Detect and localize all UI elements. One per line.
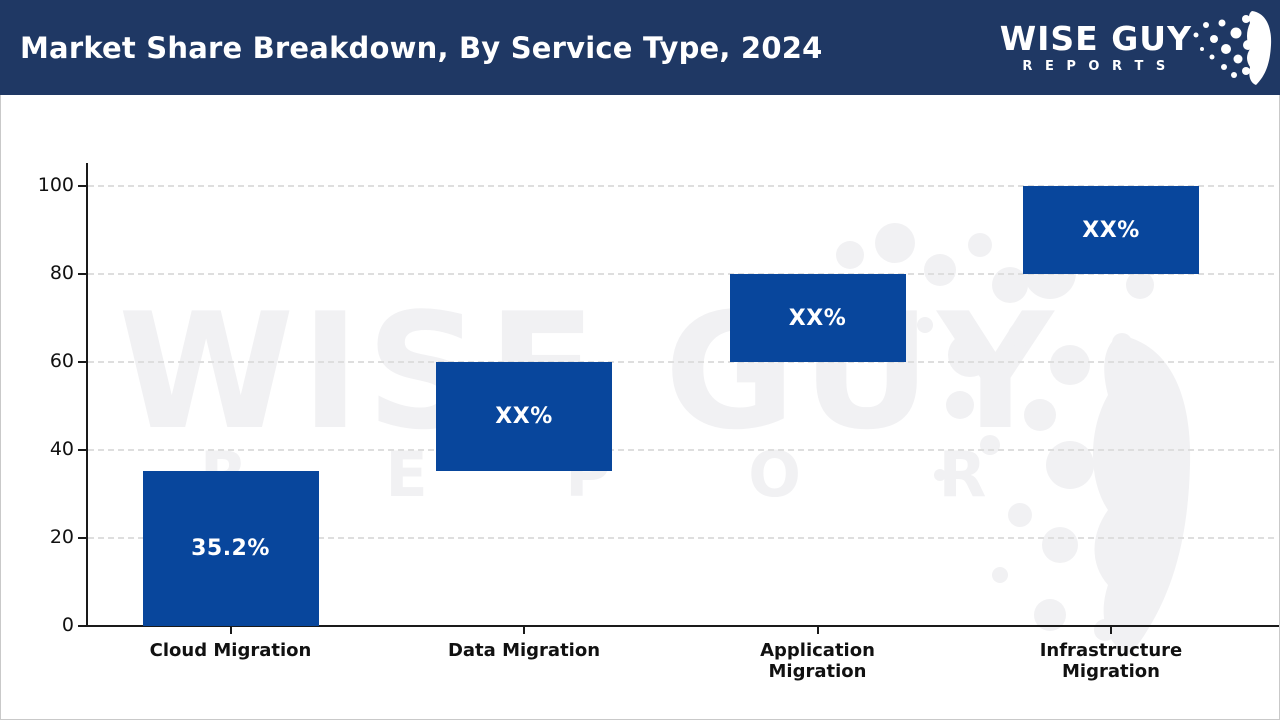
y-tick-mark [78,185,86,187]
bar-value-label: XX% [495,404,553,430]
x-tick-mark [816,627,819,634]
y-tick-mark [78,537,86,539]
bar-segment: 35.2% [142,471,319,626]
x-category-label: Data Migration [447,640,601,661]
y-tick-mark [78,273,86,275]
gridline [88,273,1274,275]
brand-logo-text: WISE GUY R E P O R T S [999,18,1192,74]
y-tick-mark [78,449,86,451]
brand-name: WISE GUY [999,18,1192,58]
bar-segment: XX% [729,274,906,362]
x-axis-line [86,625,1279,627]
y-tick-label: 80 [49,262,74,284]
brand-logo: WISE GUY R E P O R T S [1000,5,1272,91]
bar-value-label: XX% [788,305,847,331]
brand-subtitle: R E P O R T S [1022,58,1170,74]
header-bar: Market Share Breakdown, By Service Type,… [0,0,1280,95]
gridline [88,361,1274,363]
y-tick-mark [78,625,86,627]
x-category-label: Cloud Migration [149,640,312,661]
x-tick-mark [1110,627,1112,634]
y-tick-label: 0 [61,614,74,636]
bar-value-label: 35.2% [191,536,270,562]
y-tick-label: 20 [49,526,74,548]
chart-title: Market Share Breakdown, By Service Type,… [20,30,823,65]
bar-value-label: XX% [1082,217,1140,243]
brand-head-dots-icon [1193,10,1272,85]
x-tick-mark [229,627,232,634]
gridline [88,537,1274,539]
y-tick-label: 100 [37,174,74,196]
bar-segment: XX% [436,362,612,472]
y-tick-label: 60 [49,350,74,372]
gridline [88,185,1274,187]
y-axis-line [86,163,88,627]
bar-segment: XX% [1023,186,1199,274]
x-category-label: Application Migration [760,640,875,682]
gridline [88,449,1274,451]
y-tick-mark [78,361,86,363]
x-tick-mark [523,627,525,634]
y-tick-label: 40 [49,438,74,460]
x-category-label: Infrastructure Migration [1039,640,1183,682]
